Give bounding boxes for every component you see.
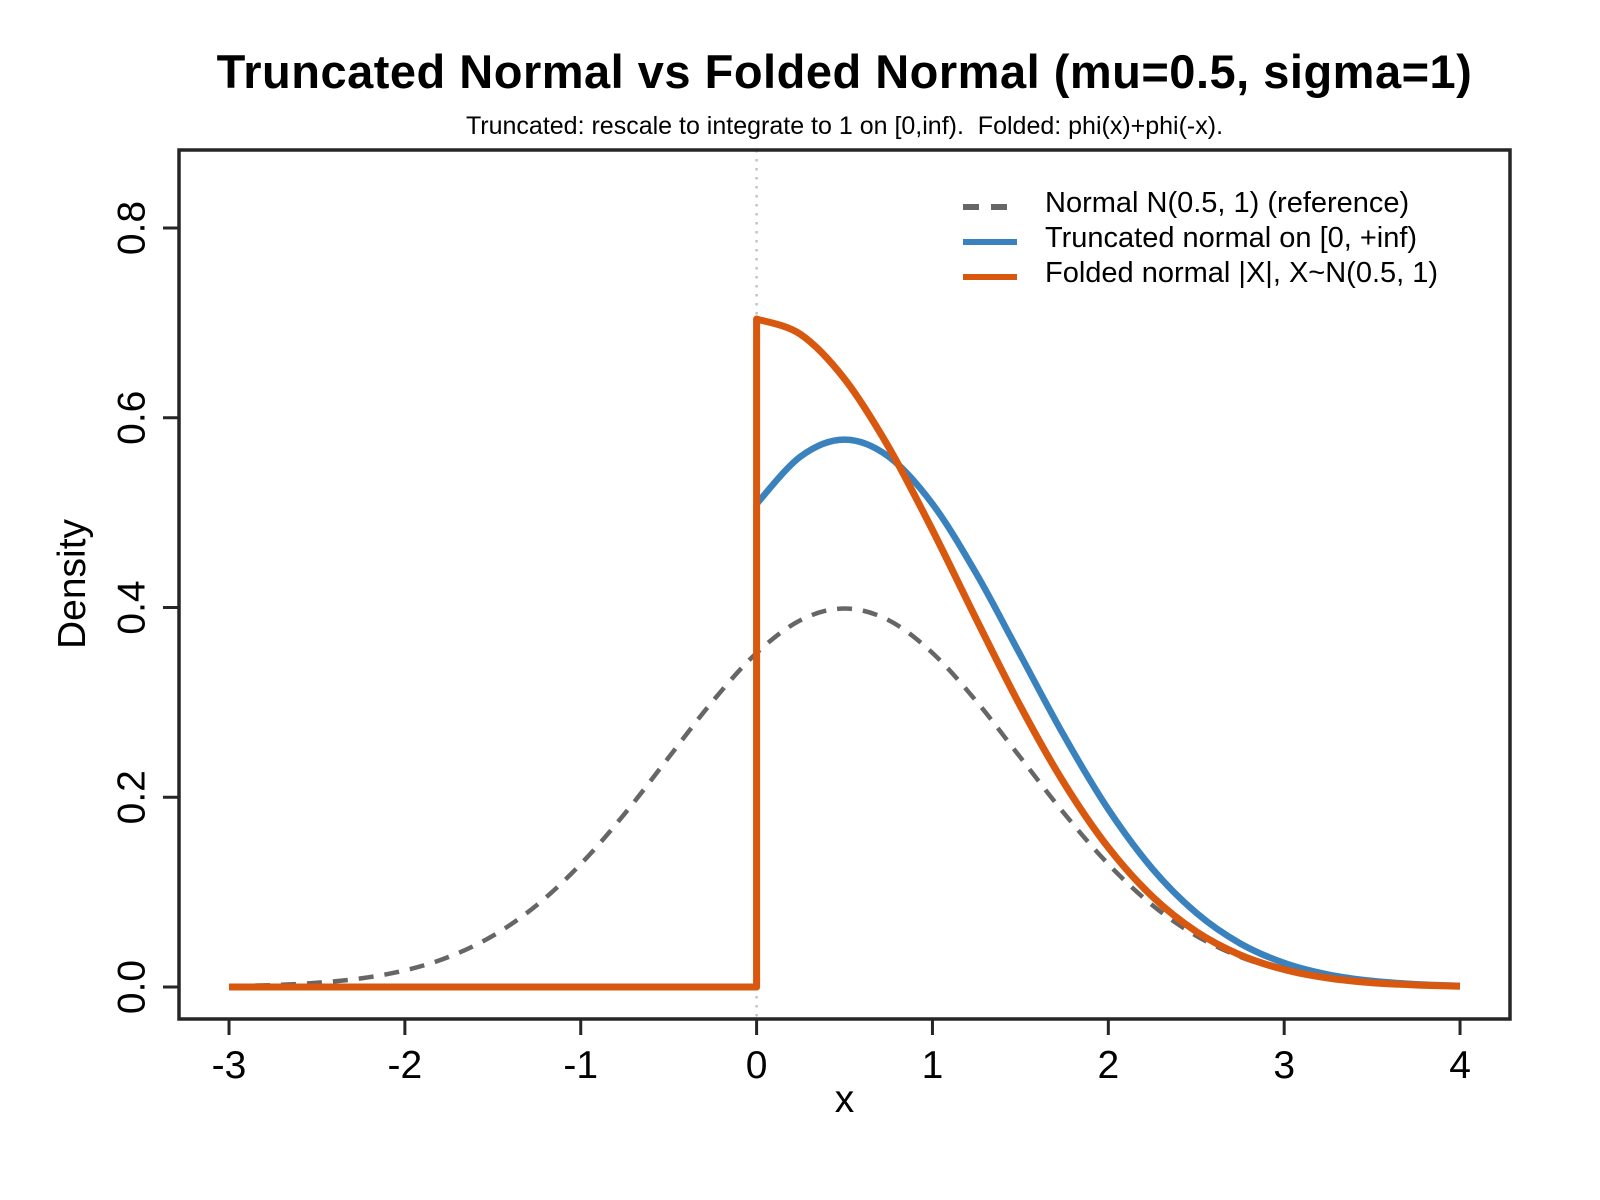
x-tick-label: -1 bbox=[563, 1044, 598, 1087]
legend-item: Truncated normal on [0, +inf) bbox=[963, 221, 1438, 256]
y-tick-label: 0.4 bbox=[110, 580, 153, 634]
series-curve-3 bbox=[229, 315, 1461, 991]
legend-label: Truncated normal on [0, +inf) bbox=[1045, 222, 1418, 254]
x-tick-label: 1 bbox=[922, 1044, 944, 1087]
legend: Normal N(0.5, 1) (reference) Truncated n… bbox=[963, 186, 1438, 291]
chart-title: Truncated Normal vs Folded Normal (mu=0.… bbox=[216, 45, 1473, 98]
series-curve-2 bbox=[229, 436, 1461, 991]
legend-label: Normal N(0.5, 1) (reference) bbox=[1045, 187, 1410, 219]
legend-line-sample bbox=[963, 199, 1017, 210]
y-tick-label: 0.8 bbox=[110, 201, 153, 255]
legend-line-sample bbox=[963, 234, 1017, 245]
y-tick-label: 0.0 bbox=[110, 960, 153, 1014]
y-tick-label: 0.6 bbox=[110, 391, 153, 445]
chart-subtitle: Truncated: rescale to integrate to 1 on … bbox=[465, 112, 1224, 140]
legend-line-sample bbox=[963, 269, 1017, 280]
x-tick-label: 3 bbox=[1273, 1044, 1295, 1087]
x-tick-label: 2 bbox=[1097, 1044, 1119, 1087]
x-tick-label: 4 bbox=[1449, 1044, 1471, 1087]
legend-item: Normal N(0.5, 1) (reference) bbox=[963, 186, 1438, 221]
legend-label: Folded normal |X|, X~N(0.5, 1) bbox=[1045, 257, 1439, 289]
series-curve-1 bbox=[228, 606, 1461, 989]
y-tick-label: 0.2 bbox=[110, 770, 153, 824]
plot-frame bbox=[177, 148, 1512, 1021]
x-tick-label: -2 bbox=[388, 1044, 423, 1087]
legend-item: Folded normal |X|, X~N(0.5, 1) bbox=[963, 256, 1438, 291]
x-tick-label: 0 bbox=[746, 1044, 768, 1087]
x-tick-label: -3 bbox=[212, 1044, 247, 1087]
x-axis-label: x bbox=[834, 1078, 855, 1121]
